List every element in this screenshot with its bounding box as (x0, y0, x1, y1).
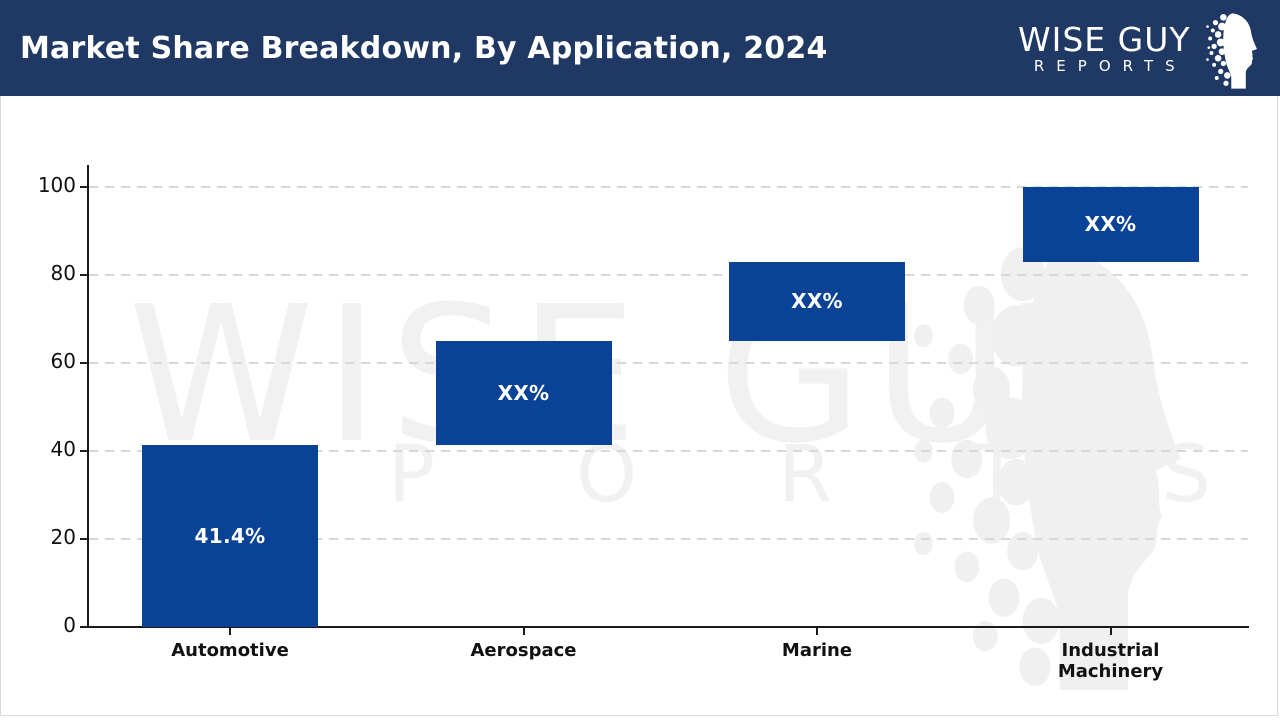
x-tickmark (1109, 628, 1112, 635)
y-tickmark (80, 362, 88, 364)
y-tick-label: 60 (50, 349, 76, 373)
gridline-y80 (89, 274, 1248, 276)
chart-canvas-border (0, 96, 1278, 716)
logo-wordmark: WISE GUY (1018, 19, 1191, 59)
wiseguy-head-icon (1205, 13, 1257, 89)
y-tick-label: 100 (37, 173, 76, 197)
bar-marine: XX% (729, 261, 905, 341)
x-tickmark (229, 628, 231, 635)
x-tickmark (816, 628, 818, 635)
x-axis (87, 626, 1249, 628)
y-tick-label: 0 (63, 613, 76, 637)
wiseguy-logo: WISE GUY REPORTS (1018, 6, 1268, 92)
x-tick-label: Industrial Machinery (1057, 640, 1164, 683)
x-tickmark (522, 628, 525, 635)
bar-industrial-machinery: XX% (1022, 187, 1199, 262)
y-tick-label: 40 (50, 437, 76, 461)
y-tick-label: 20 (50, 525, 76, 549)
x-tick-label: Aerospace (470, 640, 577, 661)
x-tick-label: Automotive (171, 640, 289, 661)
y-tick-label: 80 (50, 261, 76, 285)
bar-value-label: XX% (791, 289, 843, 314)
wiseguy-logo-text: WISE GUY REPORTS (1018, 19, 1191, 76)
bar-value-label: XX% (1084, 212, 1137, 237)
y-tickmark (80, 186, 88, 188)
bar-value-label: XX% (497, 380, 550, 405)
page-title: Market Share Breakdown, By Application, … (20, 30, 828, 66)
bar-automotive: 41.4% (142, 444, 318, 627)
gridline-y20 (89, 538, 1248, 540)
y-axis (87, 165, 89, 628)
y-tickmark (80, 626, 88, 628)
gridline-y60 (89, 362, 1248, 364)
bar-aerospace: XX% (435, 341, 612, 445)
logo-subtitle: REPORTS (1033, 57, 1187, 76)
y-tickmark (80, 538, 88, 540)
x-tick-label: Marine (781, 640, 853, 661)
y-tickmark (80, 274, 88, 276)
bar-value-label: 41.4% (194, 523, 266, 548)
watermark-head-icon (914, 247, 1181, 690)
title-bar: Market Share Breakdown, By Application, … (0, 0, 1280, 96)
gridline-y100 (89, 186, 1248, 188)
gridline-y40 (89, 450, 1248, 452)
y-tickmark (80, 450, 88, 452)
